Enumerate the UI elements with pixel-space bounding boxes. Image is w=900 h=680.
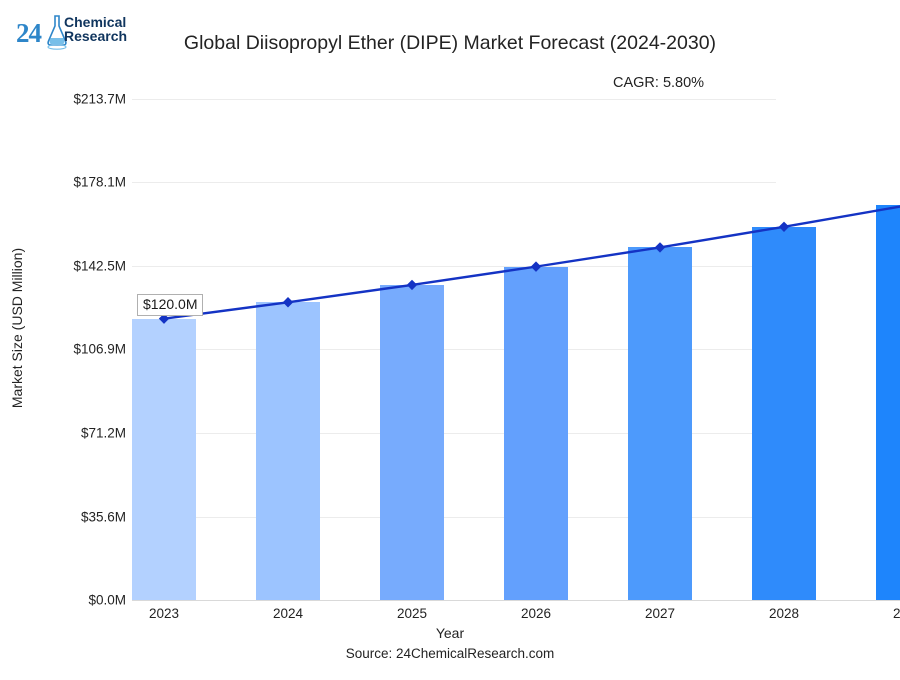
data-label-tooltip: $120.0M	[137, 294, 204, 316]
logo-line-chemical: Chemical	[64, 14, 127, 30]
x-axis-tick-2029: 2029	[892, 606, 900, 621]
y-axis-tick-label: $0.0M	[88, 592, 126, 608]
x-axis-tick-2023: 2023	[148, 606, 180, 621]
cagr-annotation: CAGR: 5.80%	[613, 75, 705, 91]
y-axis-tick-label: $213.7M	[73, 91, 126, 107]
logo-line-research: Research	[64, 28, 128, 44]
bar-2026[interactable]	[504, 266, 568, 600]
flask-icon	[47, 15, 67, 50]
gridline	[132, 349, 776, 351]
gridline	[132, 433, 776, 435]
bar-2024[interactable]	[256, 302, 320, 600]
x-axis-line	[132, 600, 900, 601]
y-axis-tick-label: $106.9M	[73, 341, 126, 357]
y-axis-tick-label: $71.2M	[80, 425, 126, 441]
bar-2028[interactable]	[752, 226, 816, 600]
plot-area	[132, 99, 900, 601]
x-axis-tick-2024: 2024	[272, 606, 304, 621]
bar-2027[interactable]	[628, 247, 692, 600]
x-axis-title: Year	[435, 625, 465, 641]
y-axis-title: Market Size (USD Million)	[9, 247, 25, 409]
y-axis-tick-label: $142.5M	[73, 258, 126, 274]
logo-wordmark: Chemical Research	[64, 15, 127, 43]
gridline	[132, 99, 776, 100]
y-axis-ticks: $0.0M $35.6M $71.2M $106.9M $142.5M $178.1M $2…	[0, 0, 126, 680]
logo-number: 24	[16, 18, 42, 48]
y-axis-tick-label: $178.1M	[73, 174, 126, 190]
x-axis-tick-2028: 2028	[768, 606, 800, 621]
bar-2029[interactable]	[876, 205, 900, 600]
gridline	[132, 516, 776, 518]
source-note: Source: 24ChemicalResearch.com	[345, 646, 555, 661]
x-axis-tick-2025: 2025	[396, 606, 428, 621]
bar-2025[interactable]	[380, 284, 444, 600]
x-axis-tick-2026: 2026	[520, 606, 552, 621]
y-axis-tick-label: $35.6M	[80, 509, 126, 525]
gridline	[132, 182, 776, 184]
bar-2023[interactable]	[132, 318, 196, 600]
chart-title: Global Diisopropyl Ether (DIPE) Market F…	[183, 32, 717, 54]
brand-logo: 24 Chemical Research	[16, 12, 127, 52]
x-axis-tick-2027: 2027	[644, 606, 676, 621]
